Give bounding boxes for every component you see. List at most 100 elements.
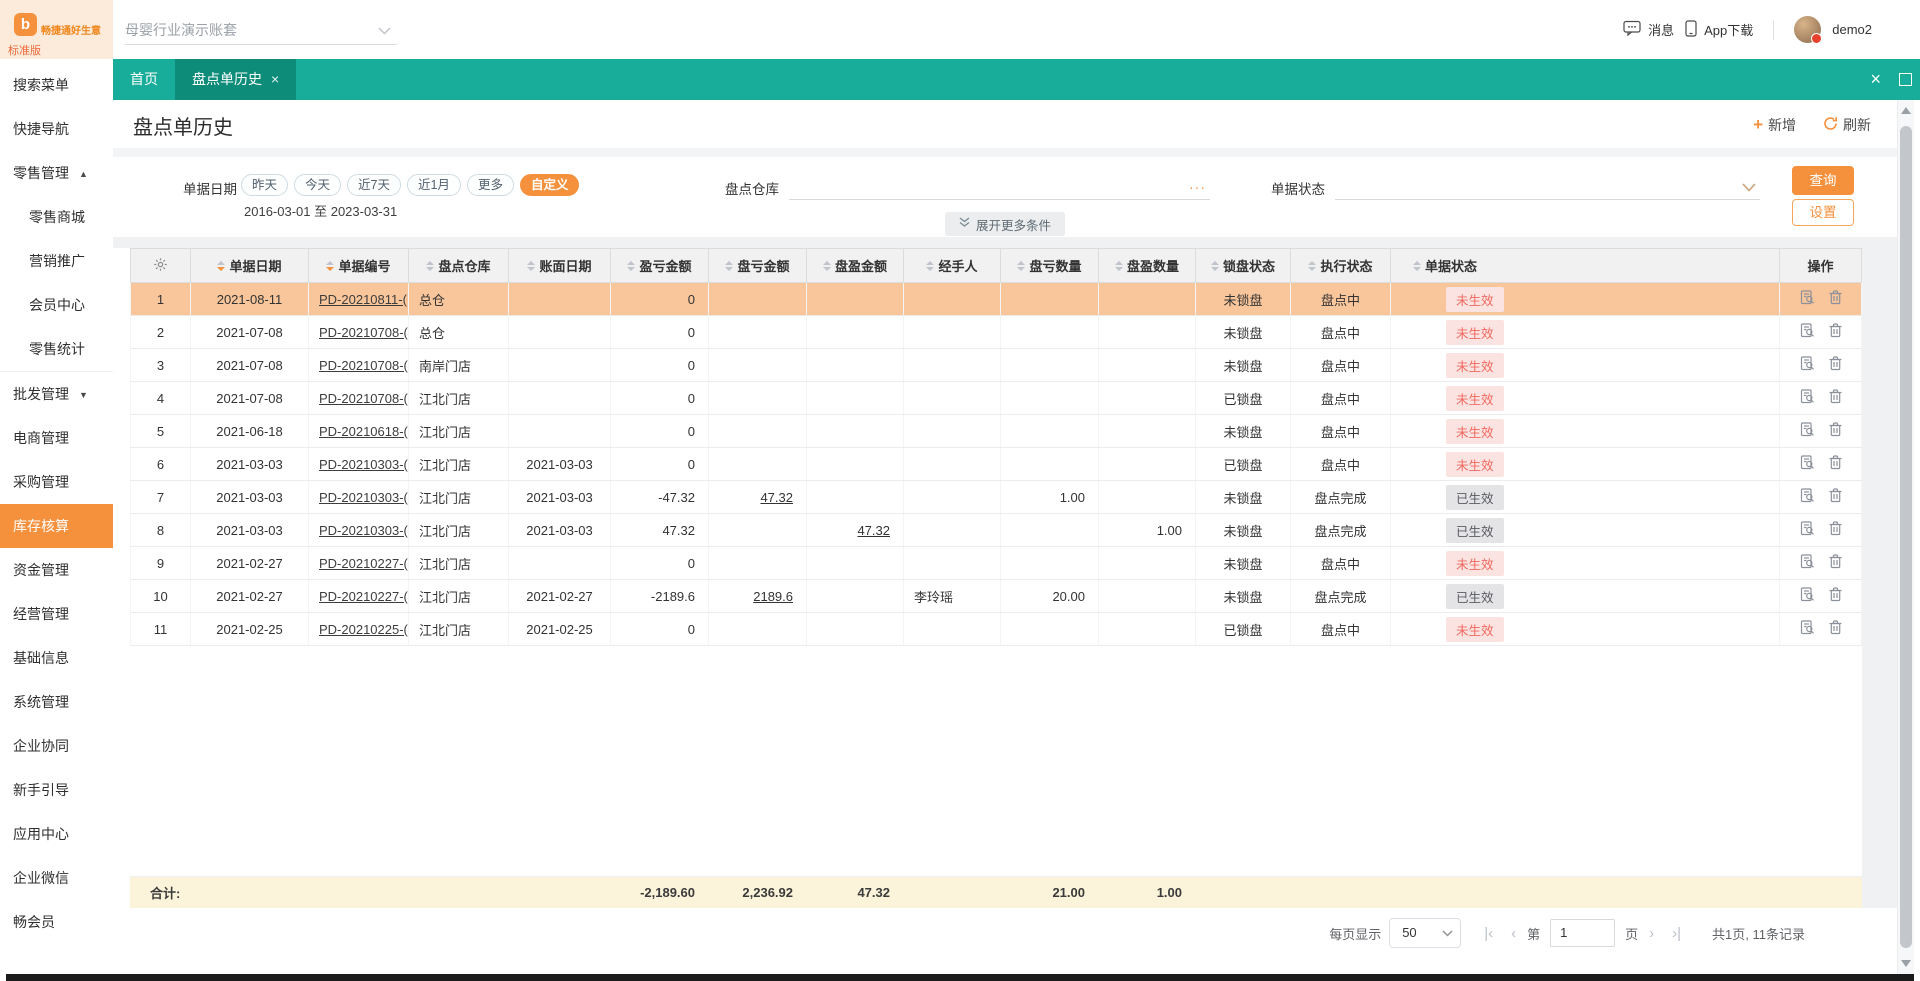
cell-doc-no-link[interactable]: PD-20210708-( xyxy=(319,324,408,340)
column-header-14[interactable]: 操作 xyxy=(1779,248,1862,283)
scroll-down-icon[interactable] xyxy=(1901,960,1911,967)
sidebar-item-8[interactable]: 批发管理 ▼ xyxy=(0,371,113,416)
search-button[interactable]: 查询 xyxy=(1792,166,1854,195)
sidebar-item-20[interactable]: 畅会员 xyxy=(0,900,113,944)
avatar[interactable] xyxy=(1794,16,1823,44)
column-header-7[interactable]: 盘盈金额 xyxy=(806,248,904,283)
sidebar-item-17[interactable]: 新手引导 xyxy=(0,768,113,812)
view-detail-icon[interactable] xyxy=(1800,356,1815,374)
date-quick-pill-2[interactable]: 今天 xyxy=(294,174,342,196)
date-quick-pill-5[interactable]: 更多 xyxy=(466,174,514,196)
last-page-icon[interactable]: ›| xyxy=(1672,924,1682,942)
delete-icon[interactable] xyxy=(1829,587,1842,605)
column-header-1[interactable]: 单据日期 xyxy=(190,248,309,283)
table-row[interactable]: 9 2021-02-27 PD-20210227-(江北门店 0 未锁盘 盘点中 未生效 xyxy=(130,546,1862,580)
warehouse-input[interactable]: ··· xyxy=(789,171,1210,200)
messages-button[interactable]: 消息 xyxy=(1623,20,1674,39)
sort-icon[interactable] xyxy=(217,260,226,271)
sidebar-item-2[interactable]: 快捷导航 xyxy=(0,107,113,151)
delete-icon[interactable] xyxy=(1829,356,1842,374)
view-detail-icon[interactable] xyxy=(1800,554,1815,572)
sort-icon[interactable] xyxy=(627,260,636,271)
column-header-10[interactable]: 盘盈数量 xyxy=(1098,248,1196,283)
sidebar-item-19[interactable]: 企业微信 xyxy=(0,856,113,900)
status-select[interactable] xyxy=(1335,171,1760,200)
column-header-12[interactable]: 执行状态 xyxy=(1290,248,1391,283)
view-detail-icon[interactable] xyxy=(1800,389,1815,407)
column-settings-header[interactable] xyxy=(130,248,191,283)
view-detail-icon[interactable] xyxy=(1800,290,1815,308)
sort-icon[interactable] xyxy=(1413,260,1421,271)
sort-icon[interactable] xyxy=(926,260,935,271)
vertical-scrollbar[interactable] xyxy=(1897,100,1914,974)
sort-icon[interactable] xyxy=(725,260,734,271)
table-row[interactable]: 8 2021-03-03 PD-20210303-(江北门店 2021-03-03 47… xyxy=(130,513,1862,547)
sort-icon[interactable] xyxy=(1308,260,1317,271)
column-header-4[interactable]: 账面日期 xyxy=(508,248,611,283)
prev-page-icon[interactable]: ‹ xyxy=(1511,924,1517,942)
date-quick-pill-3[interactable]: 近7天 xyxy=(347,174,401,196)
sidebar-item-14[interactable]: 基础信息 xyxy=(0,636,113,680)
date-custom-pill[interactable]: 自定义 xyxy=(519,174,580,196)
delete-icon[interactable] xyxy=(1829,290,1842,308)
view-detail-icon[interactable] xyxy=(1800,587,1815,605)
sidebar-item-10[interactable]: 采购管理 xyxy=(0,460,113,504)
delete-icon[interactable] xyxy=(1829,554,1842,572)
cell-doc-no-link[interactable]: PD-20210227-( xyxy=(319,588,408,604)
add-button[interactable]: + 新增 xyxy=(1753,115,1796,134)
cell-doc-no-link[interactable]: PD-20210225-( xyxy=(319,621,408,637)
sidebar-item-15[interactable]: 系统管理 xyxy=(0,680,113,724)
sidebar-item-4[interactable]: 零售商城 xyxy=(0,195,113,239)
sidebar-item-9[interactable]: 电商管理 xyxy=(0,416,113,460)
cell-doc-no-link[interactable]: PD-20210708-( xyxy=(319,357,408,373)
sidebar-item-11[interactable]: 库存核算 xyxy=(0,504,113,548)
sidebar-item-6[interactable]: 会员中心 xyxy=(0,283,113,327)
view-detail-icon[interactable] xyxy=(1800,422,1815,440)
sidebar-item-3[interactable]: 零售管理 ▲ xyxy=(0,151,113,195)
cell-doc-no-link[interactable]: PD-20210618-( xyxy=(319,423,408,439)
sort-icon[interactable] xyxy=(1210,260,1219,271)
cell-loss-amount-link[interactable]: 2189.6 xyxy=(753,588,793,604)
sort-icon[interactable] xyxy=(1017,260,1026,271)
table-row[interactable]: 11 2021-02-25 PD-20210225-(江北门店 2021-02-25 0… xyxy=(130,612,1862,646)
sidebar-item-5[interactable]: 营销推广 xyxy=(0,239,113,283)
account-select[interactable]: 母婴行业演示账套 xyxy=(125,18,397,45)
table-row[interactable]: 2 2021-07-08 PD-20210708-(总仓 0 未锁盘 盘点中 未生效 xyxy=(130,315,1862,349)
delete-icon[interactable] xyxy=(1829,620,1842,638)
table-row[interactable]: 6 2021-03-03 PD-20210303-(江北门店 2021-03-03 0 已… xyxy=(130,447,1862,481)
column-header-6[interactable]: 盘亏金额 xyxy=(708,248,807,283)
column-header-5[interactable]: 盈亏金额 xyxy=(610,248,709,283)
cell-doc-no-link[interactable]: PD-20210811-( xyxy=(319,291,407,307)
table-row[interactable]: 3 2021-07-08 PD-20210708-(南岸门店 0 未锁盘 盘点中 未生效 xyxy=(130,348,1862,382)
sort-icon[interactable] xyxy=(527,260,536,271)
sort-icon[interactable] xyxy=(822,260,831,271)
table-row[interactable]: 5 2021-06-18 PD-20210618-(江北门店 0 未锁盘 盘点中 未生效 xyxy=(130,414,1862,448)
column-header-2[interactable]: 单据编号 xyxy=(308,248,409,283)
table-row[interactable]: 10 2021-02-27 PD-20210227-(江北门店 2021-02-27-… xyxy=(130,579,1862,613)
view-detail-icon[interactable] xyxy=(1800,323,1815,341)
table-row[interactable]: 7 2021-03-03 PD-20210303-(江北门店 2021-03-03 -4… xyxy=(130,480,1862,514)
tab-home[interactable]: 首页 xyxy=(130,71,158,87)
delete-icon[interactable] xyxy=(1829,455,1842,473)
close-icon[interactable]: × xyxy=(1870,69,1881,89)
view-detail-icon[interactable] xyxy=(1800,488,1815,506)
cell-doc-no-link[interactable]: PD-20210303-( xyxy=(319,522,408,538)
cell-loss-amount-link[interactable]: 47.32 xyxy=(760,489,793,505)
delete-icon[interactable] xyxy=(1829,389,1842,407)
table-row[interactable]: 4 2021-07-08 PD-20210708-(江北门店 0 已锁盘 盘点中 未生效 xyxy=(130,381,1862,415)
per-page-select[interactable]: 50 xyxy=(1389,918,1462,948)
tab-inventory-history[interactable]: 盘点单历史 × xyxy=(175,59,297,100)
delete-icon[interactable] xyxy=(1829,521,1842,539)
date-range-value[interactable]: 2016-03-01 至 2023-03-31 xyxy=(244,204,398,219)
delete-icon[interactable] xyxy=(1829,488,1842,506)
sort-icon[interactable] xyxy=(1114,260,1123,271)
view-detail-icon[interactable] xyxy=(1800,620,1815,638)
delete-icon[interactable] xyxy=(1829,422,1842,440)
expand-more-button[interactable]: 展开更多条件 xyxy=(944,212,1066,236)
column-header-8[interactable]: 经手人 xyxy=(903,248,1001,283)
cell-doc-no-link[interactable]: PD-20210708-( xyxy=(319,390,408,406)
next-page-icon[interactable]: › xyxy=(1649,924,1655,942)
sidebar-item-7[interactable]: 零售统计 xyxy=(0,327,113,371)
column-header-3[interactable]: 盘点仓库 xyxy=(408,248,509,283)
view-detail-icon[interactable] xyxy=(1800,521,1815,539)
